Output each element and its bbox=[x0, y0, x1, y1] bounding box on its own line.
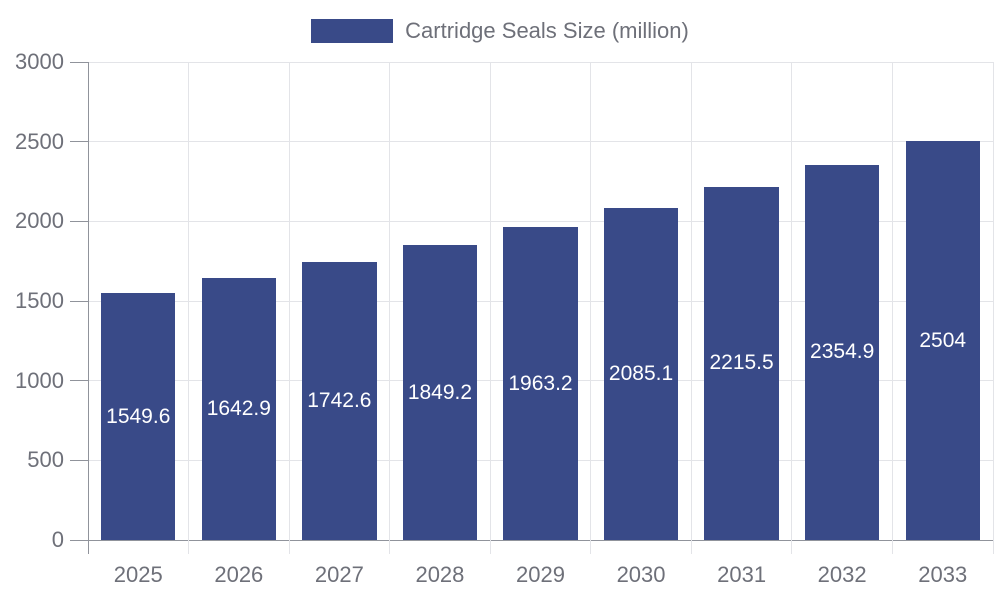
bar: 1963.2 bbox=[503, 227, 578, 540]
x-tick-label: 2033 bbox=[918, 562, 968, 587]
gridline-vertical bbox=[992, 62, 994, 540]
y-axis-tick bbox=[70, 539, 88, 541]
gridline-vertical bbox=[188, 62, 190, 540]
x-axis-tick bbox=[992, 540, 994, 554]
legend-label: Cartridge Seals Size (million) bbox=[405, 18, 689, 43]
y-tick-label: 3000 bbox=[15, 49, 64, 74]
bar: 2085.1 bbox=[603, 207, 679, 540]
gridline-vertical bbox=[791, 62, 793, 540]
legend[interactable]: Cartridge Seals Size (million) bbox=[0, 16, 1000, 46]
bar-value-label: 1849.2 bbox=[407, 380, 473, 404]
x-axis-tick bbox=[188, 540, 190, 554]
x-tick-label: 2028 bbox=[415, 562, 465, 587]
x-axis-tick bbox=[891, 540, 893, 554]
y-axis-tick bbox=[70, 220, 88, 222]
x-axis-tick bbox=[489, 540, 491, 554]
x-tick-label: 2032 bbox=[817, 562, 867, 587]
y-tick-label: 1500 bbox=[15, 288, 64, 313]
y-axis-tick bbox=[70, 380, 88, 382]
bar: 1549.6 bbox=[101, 293, 176, 540]
x-axis-tick bbox=[590, 540, 592, 554]
gridline-horizontal bbox=[88, 220, 993, 222]
y-axis-tick bbox=[70, 459, 88, 461]
bar: 1742.6 bbox=[302, 262, 377, 540]
gridline-vertical bbox=[690, 62, 692, 540]
y-axis-line bbox=[87, 62, 89, 540]
gridline-vertical bbox=[389, 62, 391, 540]
bar: 2354.9 bbox=[804, 164, 880, 540]
bar-value-label: 1742.6 bbox=[307, 389, 372, 413]
legend-swatch bbox=[311, 19, 394, 43]
plot-area: 0 500 1000 1500 2000 2500 3000 1549.6 2025 1642.9… bbox=[15, 49, 994, 587]
bar-value-label: 2504 bbox=[919, 328, 967, 352]
y-axis-tick bbox=[70, 141, 88, 143]
bar-value-label: 1963.2 bbox=[508, 371, 573, 395]
y-axis-tick bbox=[70, 61, 88, 63]
bar: 2215.5 bbox=[704, 186, 779, 540]
gridline-vertical bbox=[891, 62, 893, 540]
bar-value-label: 2215.5 bbox=[709, 351, 774, 375]
bar-value-label: 1549.6 bbox=[106, 404, 171, 428]
gridline-horizontal bbox=[88, 61, 993, 63]
gridline-vertical bbox=[590, 62, 592, 540]
x-axis-tick bbox=[87, 540, 89, 554]
y-tick-label: 2500 bbox=[15, 128, 64, 154]
y-tick-label: 1000 bbox=[15, 367, 64, 393]
x-axis-tick bbox=[389, 540, 391, 554]
x-tick-label: 2026 bbox=[214, 562, 264, 587]
y-tick-label: 2000 bbox=[15, 208, 64, 234]
x-axis-tick bbox=[690, 540, 692, 554]
y-tick-label: 0 bbox=[51, 527, 64, 552]
y-axis-tick bbox=[70, 300, 88, 302]
x-tick-label: 2030 bbox=[616, 562, 666, 587]
bar-value-label: 2354.9 bbox=[810, 340, 875, 364]
x-axis-tick bbox=[791, 540, 793, 554]
x-tick-label: 2025 bbox=[113, 562, 163, 587]
x-axis-tick bbox=[288, 540, 290, 554]
bar: 2504 bbox=[905, 141, 980, 540]
x-tick-label: 2029 bbox=[516, 562, 565, 587]
x-tick-label: 2031 bbox=[717, 562, 767, 587]
bar: 1849.2 bbox=[402, 245, 478, 540]
gridline-vertical bbox=[489, 62, 491, 540]
x-axis-line bbox=[88, 539, 993, 541]
gridline-vertical bbox=[288, 62, 290, 540]
bar-value-label: 1642.9 bbox=[206, 397, 271, 421]
bar: 1642.9 bbox=[201, 278, 277, 540]
gridline-horizontal bbox=[88, 141, 993, 143]
x-tick-label: 2027 bbox=[314, 562, 364, 587]
bar-value-label: 2085.1 bbox=[608, 361, 674, 385]
y-tick-label: 500 bbox=[27, 447, 64, 473]
